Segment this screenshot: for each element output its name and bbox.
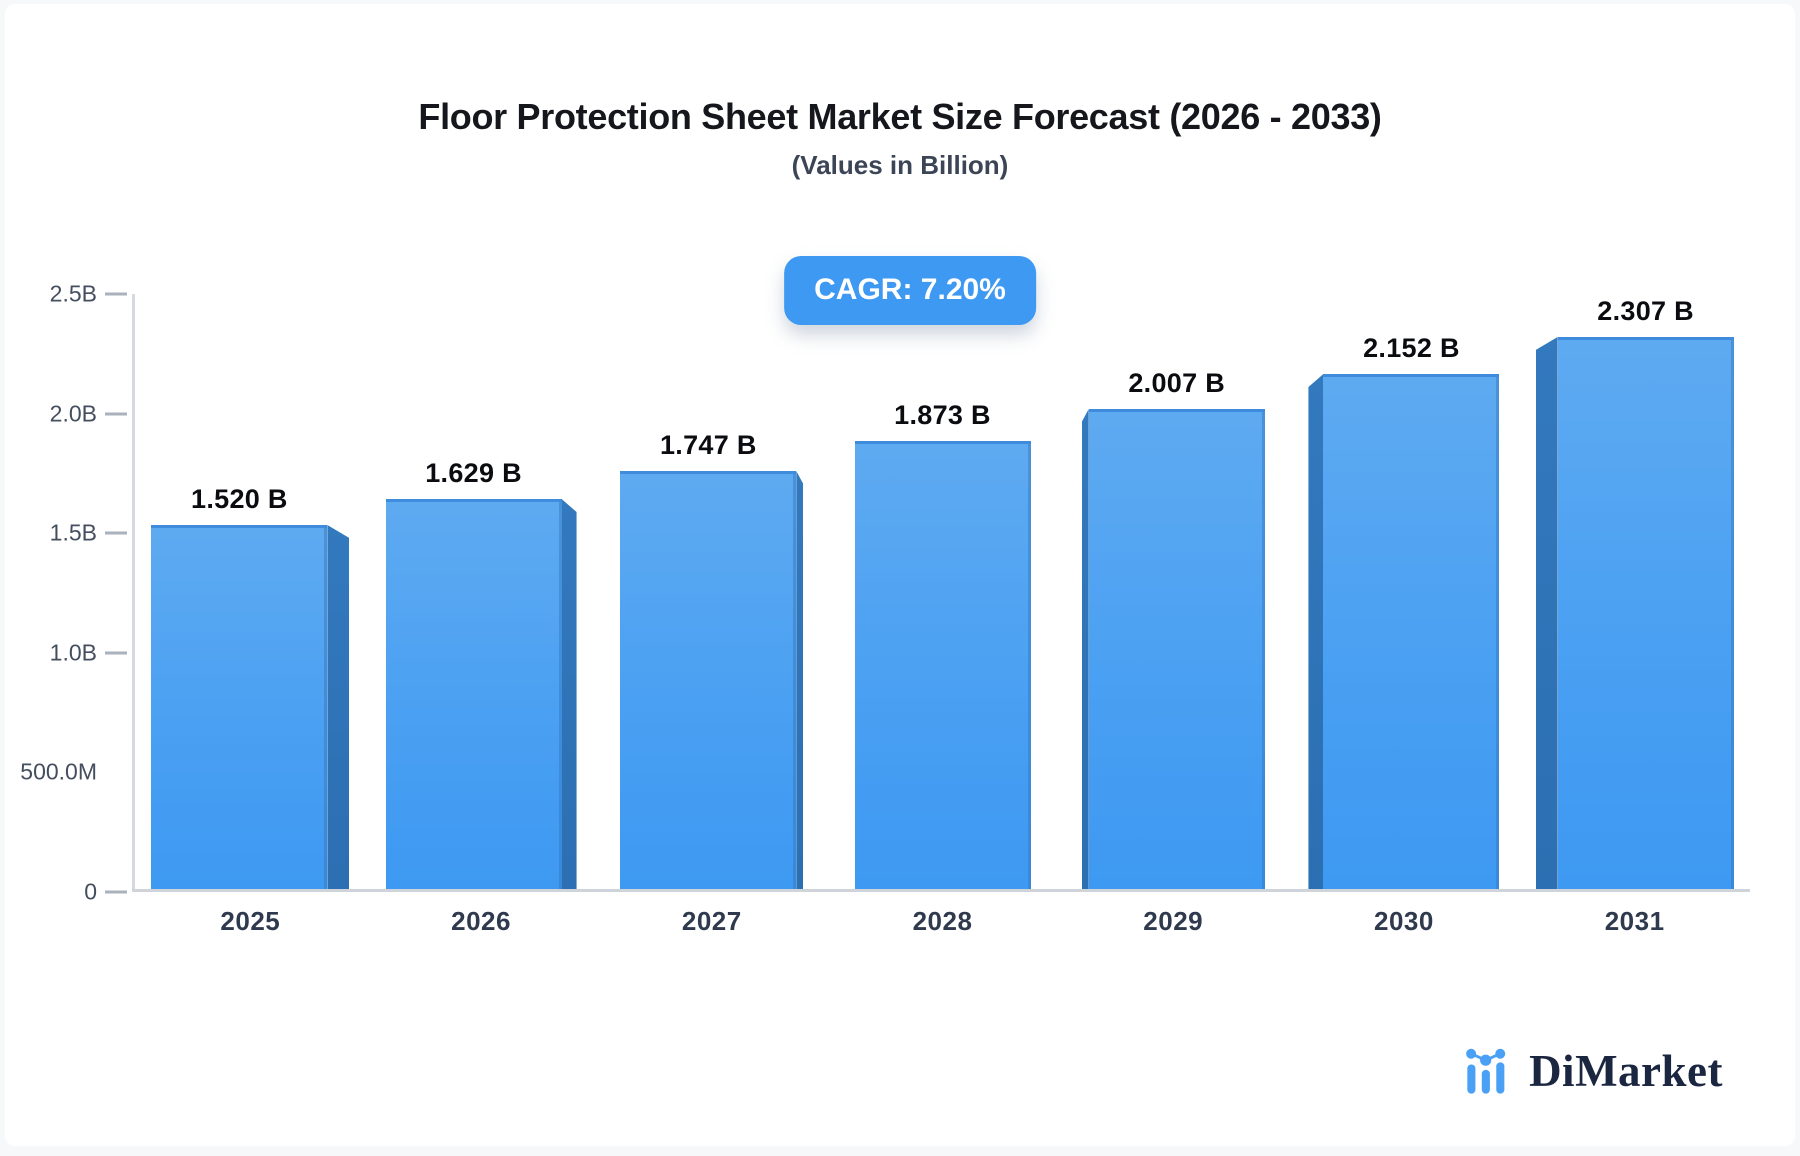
- bar-2025[interactable]: [151, 525, 350, 889]
- x-axis-category-label: 2028: [912, 906, 973, 936]
- bar-2029[interactable]: [1081, 409, 1265, 889]
- bar-side-face: [327, 525, 350, 889]
- bar-face: [1323, 374, 1500, 889]
- bar-side-face: [561, 499, 577, 889]
- y-axis-tick-mark: [105, 651, 127, 655]
- bar-face: [1088, 409, 1265, 889]
- bar-value-label: 1.873 B: [894, 400, 991, 430]
- bar-value-label: 2.152 B: [1363, 333, 1460, 363]
- bar-2027[interactable]: [620, 471, 804, 889]
- y-axis-tick-mark: [105, 292, 127, 296]
- chart-title: Floor Protection Sheet Market Size Forec…: [418, 96, 1382, 137]
- x-axis-category-label: 2026: [451, 906, 511, 936]
- x-axis-category-label: 2027: [681, 906, 742, 936]
- bar-chart-trend-icon: [1466, 1048, 1506, 1094]
- y-axis-line: [132, 294, 135, 892]
- y-axis-tick-label: 1.5B: [49, 519, 97, 546]
- y-axis-tick-mark: [105, 531, 127, 535]
- bar-side-face: [1308, 374, 1324, 889]
- x-axis-category-label: 2031: [1604, 906, 1665, 936]
- chart-subtitle: (Values in Billion): [791, 150, 1009, 180]
- x-axis-line: [132, 889, 1750, 892]
- x-axis-category-label: 2025: [220, 906, 281, 936]
- bar-2031[interactable]: [1535, 337, 1734, 889]
- bar-2028[interactable]: [854, 441, 1031, 889]
- bar-side-face: [1535, 337, 1558, 889]
- x-axis-category-label: 2029: [1143, 906, 1204, 936]
- bar-side-face: [1081, 409, 1089, 889]
- bar-value-label: 1.747 B: [659, 430, 757, 460]
- cagr-badge: CAGR: 7.20%: [784, 256, 1036, 325]
- bar-face: [620, 471, 797, 889]
- bar-value-label: 1.629 B: [425, 458, 522, 488]
- y-axis-tick-label: 2.5B: [49, 280, 97, 307]
- bar-side-face: [796, 471, 804, 889]
- bar-value-label: 1.520 B: [191, 484, 288, 514]
- bar-face: [1557, 337, 1734, 889]
- bar-2030[interactable]: [1308, 374, 1500, 889]
- y-axis-tick-mark: [105, 412, 127, 416]
- bar-value-label: 2.307 B: [1597, 296, 1694, 326]
- brand-logo-text: DiMarket: [1529, 1045, 1723, 1096]
- bar-2026[interactable]: [385, 499, 577, 889]
- x-axis-category-label: 2030: [1374, 906, 1434, 936]
- bar-face: [385, 499, 562, 889]
- brand-logo: DiMarket: [1463, 1046, 1723, 1096]
- y-axis-tick-label: 1.0B: [49, 639, 97, 666]
- bar-face: [151, 525, 328, 889]
- y-axis-tick-label: 2.0B: [49, 400, 97, 427]
- y-axis-tick-label: 0: [84, 878, 97, 905]
- y-axis-tick-mark: [105, 890, 127, 894]
- plot-area: 2.5B 2.0B 1.5B 1.0B 500.0M 0 1.520 B 2025 1.629 …: [20, 281, 1750, 936]
- bar-value-label: 2.007 B: [1128, 368, 1226, 398]
- chart-card: Floor Protection Sheet Market Size Forec…: [5, 4, 1795, 1146]
- cagr-badge-label: CAGR: 7.20%: [814, 273, 1006, 306]
- y-axis-tick-label: 500.0M: [20, 758, 97, 785]
- bar-face: [854, 441, 1031, 889]
